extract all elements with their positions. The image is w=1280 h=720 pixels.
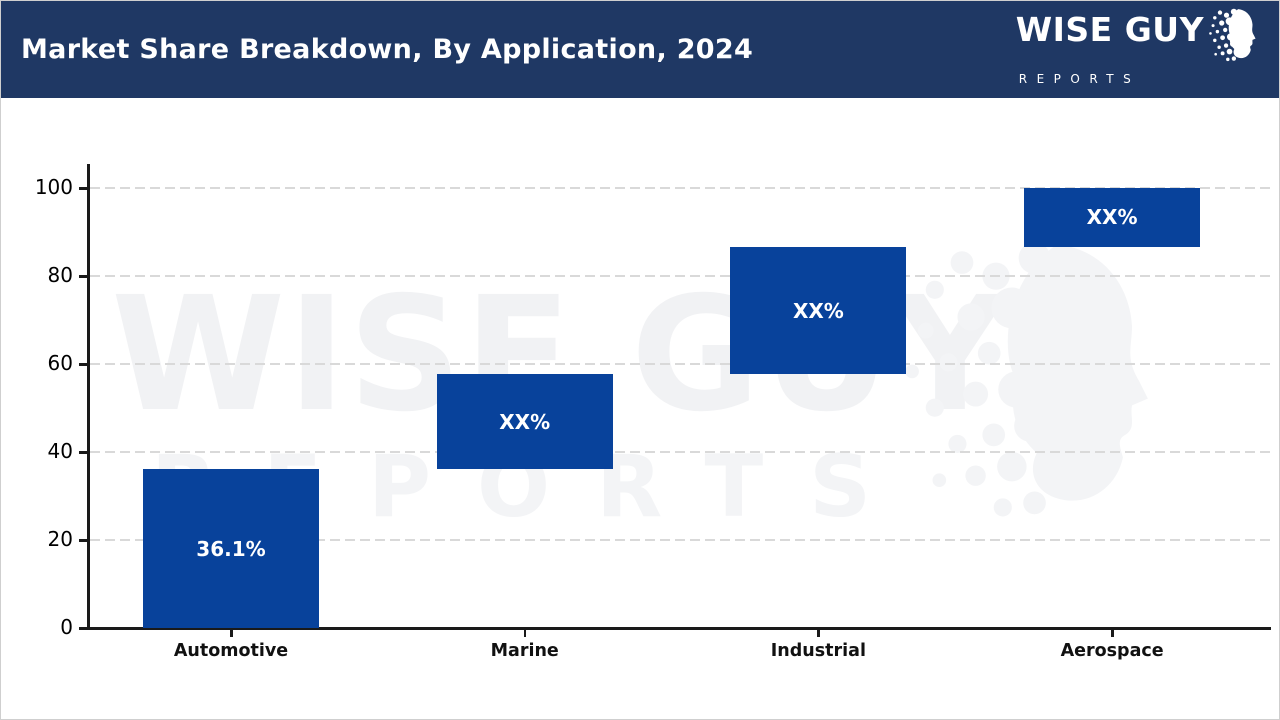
chart-title: Market Share Breakdown, By Application, … <box>21 34 754 65</box>
x-tick-industrial <box>817 630 820 637</box>
y-tick-60 <box>79 363 87 366</box>
x-axis-line <box>87 627 1271 630</box>
gridline-20 <box>90 539 1271 541</box>
x-label-industrial: Industrial <box>770 641 866 661</box>
x-tick-automotive <box>230 630 233 637</box>
y-tick-0 <box>79 627 87 630</box>
x-tick-aerospace <box>1111 630 1114 637</box>
x-label-marine: Marine <box>490 641 559 661</box>
gridline-100 <box>90 187 1271 189</box>
x-label-automotive: Automotive <box>173 641 289 661</box>
bar-aerospace: XX% <box>1024 188 1201 247</box>
y-tick-40 <box>79 451 87 454</box>
bar-value-label: XX% <box>499 409 551 434</box>
bar-value-label: XX% <box>792 298 844 323</box>
wiseguy-logo: WISE GUY REPORTS <box>1015 8 1259 86</box>
y-tick-80 <box>79 275 87 278</box>
bar-value-label: 36.1% <box>196 536 266 561</box>
x-tick-marine <box>523 630 527 637</box>
logo-subtext: REPORTS <box>1018 72 1141 86</box>
bar-value-label: XX% <box>1086 205 1138 230</box>
y-tick-label-20: 20 <box>47 527 73 551</box>
y-tick-label-60: 60 <box>47 351 73 375</box>
y-tick-100 <box>79 187 87 190</box>
bar-automotive: 36.1% <box>143 469 319 628</box>
x-label-aerospace: Aerospace <box>1060 641 1164 661</box>
bar-marine: XX% <box>436 374 613 470</box>
watermark-face-icon <box>905 242 1148 517</box>
y-tick-label-80: 80 <box>47 263 73 287</box>
header-bar: Market Share Breakdown, By Application, … <box>1 1 1279 98</box>
logo-wordmark: WISE GUY <box>1015 10 1204 49</box>
bar-industrial: XX% <box>730 246 907 375</box>
y-tick-label-40: 40 <box>47 439 73 463</box>
gridline-60 <box>90 363 1271 365</box>
dotted-face-icon <box>1209 8 1256 62</box>
y-axis-line <box>87 164 90 630</box>
gridline-80 <box>90 275 1271 277</box>
y-tick-label-0: 0 <box>60 615 73 639</box>
gridline-40 <box>90 451 1271 453</box>
y-tick-20 <box>79 539 87 542</box>
y-tick-label-100: 100 <box>34 175 73 199</box>
